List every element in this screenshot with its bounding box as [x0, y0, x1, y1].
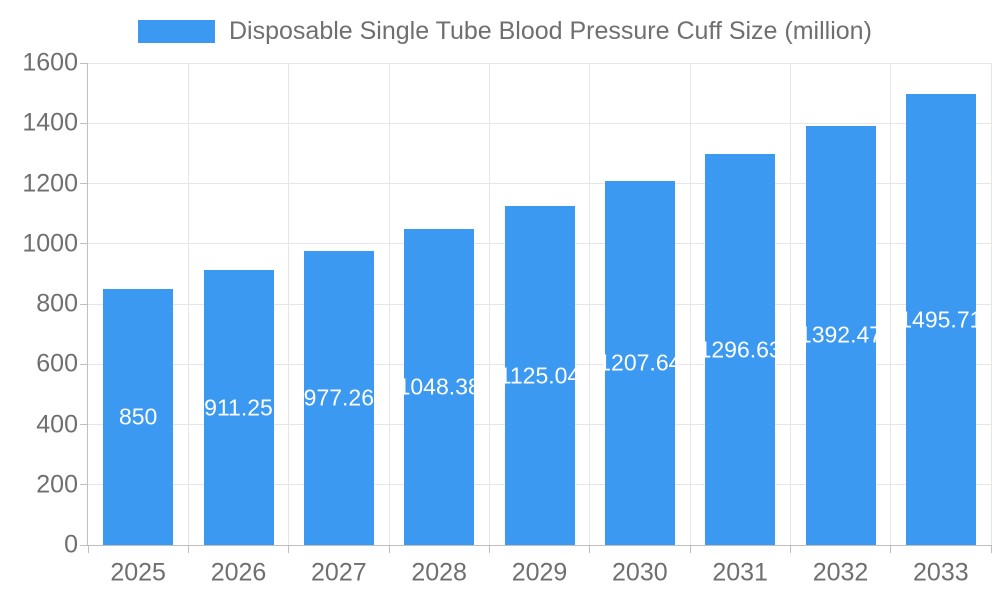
h-gridline	[88, 122, 991, 124]
y-tick-label: 1200	[22, 169, 78, 197]
v-gridline	[187, 63, 189, 545]
y-tick-mark	[80, 183, 88, 184]
v-gridline	[589, 63, 591, 545]
x-tick-label: 2033	[913, 558, 969, 587]
bar-value-label: 1125.04	[498, 362, 581, 389]
y-tick-mark	[80, 484, 88, 486]
y-tick-mark	[80, 243, 88, 245]
x-tick-label: 2032	[812, 558, 869, 587]
x-tick-mark	[689, 545, 691, 553]
y-tick-label: 200	[36, 470, 78, 499]
x-tick-mark	[990, 545, 992, 553]
bar-value-label: 1392.47	[798, 321, 883, 348]
v-gridline	[890, 63, 892, 545]
bar-value-label: 1207.64	[598, 349, 682, 376]
bar-2031	[705, 154, 776, 545]
y-tick-label: 600	[36, 349, 78, 378]
y-tick-mark	[80, 303, 88, 305]
bar-value-label: 1048.38	[397, 373, 481, 400]
bar-2027	[303, 250, 374, 545]
y-tick-label: 0	[64, 530, 78, 559]
x-tick-label: 2025	[110, 558, 166, 587]
legend-label: Disposable Single Tube Blood Pressure Cu…	[229, 16, 872, 45]
y-tick-mark	[80, 122, 88, 124]
y-tick-mark	[80, 424, 88, 425]
x-tick-mark	[187, 545, 189, 553]
bar-value-label: 1495.71	[899, 306, 983, 333]
bar-2028	[404, 229, 475, 545]
x-tick-mark	[288, 545, 290, 553]
x-tick-mark	[589, 545, 591, 553]
x-tick-label: 2028	[411, 558, 467, 587]
y-tick-label: 1400	[22, 108, 78, 137]
y-tick-label: 400	[36, 410, 78, 438]
x-tick-label: 2027	[311, 558, 367, 587]
h-gridline	[88, 183, 991, 184]
x-tick-mark	[789, 545, 791, 553]
x-axis-line	[88, 544, 991, 546]
x-tick-mark	[87, 545, 89, 553]
bar-2029	[504, 206, 575, 545]
bar-value-label: 1296.63	[698, 336, 782, 363]
x-tick-label: 2030	[612, 558, 668, 587]
v-gridline	[990, 63, 992, 545]
x-tick-label: 2029	[511, 558, 568, 587]
h-gridline	[88, 62, 991, 64]
x-tick-mark	[890, 545, 892, 553]
y-tick-label: 1600	[22, 48, 78, 77]
v-gridline	[388, 63, 390, 545]
bar-value-label: 911.25	[204, 394, 273, 421]
v-gridline	[488, 63, 490, 545]
v-gridline	[689, 63, 691, 545]
bar-value-label: 850	[118, 403, 158, 430]
bar-2025	[103, 288, 174, 545]
bar-2033	[905, 94, 976, 545]
x-tick-label: 2031	[712, 558, 768, 587]
legend: Disposable Single Tube Blood Pressure Cu…	[138, 9, 872, 53]
bar-2032	[805, 125, 876, 545]
x-tick-mark	[488, 545, 490, 553]
y-tick-mark	[80, 62, 88, 64]
v-gridline	[789, 63, 791, 545]
x-tick-mark	[388, 545, 390, 553]
y-tick-label: 800	[36, 289, 78, 318]
y-axis-line	[87, 63, 88, 545]
legend-swatch	[138, 19, 215, 43]
y-tick-mark	[80, 544, 88, 546]
bar-2026	[203, 270, 274, 545]
v-gridline	[288, 63, 290, 545]
y-tick-label: 1000	[22, 229, 78, 258]
x-tick-label: 2026	[210, 558, 267, 587]
y-tick-mark	[80, 363, 88, 365]
bar-value-label: 977.26	[303, 384, 375, 411]
bar-2030	[604, 181, 675, 545]
